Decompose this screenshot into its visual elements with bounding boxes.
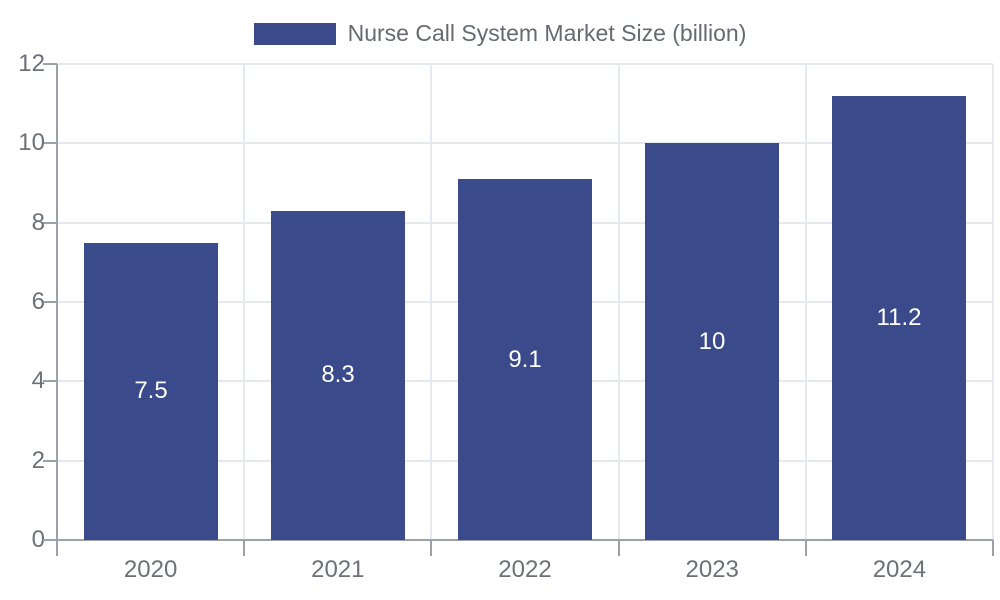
y-axis-tick	[43, 63, 57, 65]
legend-swatch-icon	[253, 22, 336, 45]
bar-2021[interactable]: 8.3	[271, 210, 405, 540]
y-tick-label: 12	[18, 50, 45, 77]
x-axis-tick	[243, 540, 246, 556]
v-gridline	[992, 64, 994, 540]
x-axis-tick	[804, 540, 807, 556]
v-gridline	[243, 64, 246, 540]
bar-2023[interactable]: 10	[645, 143, 779, 540]
y-tick-label: 2	[31, 446, 45, 474]
x-tick-label-2024: 2024	[872, 556, 927, 583]
y-tick-label: 6	[31, 288, 45, 315]
bar-value-label: 11.2	[876, 303, 922, 331]
y-tick-label: 8	[31, 208, 45, 236]
legend-label: Nurse Call System Market Size (billion)	[347, 20, 747, 46]
x-tick-label-2022: 2022	[498, 556, 552, 583]
y-axis-line	[56, 64, 58, 542]
bar-2020[interactable]: 7.5	[84, 242, 218, 540]
x-axis-tick	[992, 540, 994, 556]
x-axis-tick	[56, 540, 58, 556]
y-axis-tick	[43, 221, 57, 224]
v-gridline	[804, 64, 807, 540]
h-gridline	[57, 63, 993, 65]
y-axis-tick	[43, 142, 57, 145]
x-tick-label-2023: 2023	[685, 556, 739, 583]
x-tick-label-2020: 2020	[123, 556, 178, 583]
bar-2024[interactable]: 11.2	[832, 95, 966, 540]
x-tick-label-2021: 2021	[311, 556, 365, 583]
y-axis-tick	[43, 301, 57, 303]
y-axis-tick	[43, 459, 57, 462]
bar-value-label: 10	[698, 327, 726, 355]
x-axis-tick	[430, 540, 433, 556]
v-gridline	[430, 64, 433, 540]
bar-value-label: 8.3	[321, 361, 355, 389]
v-gridline	[617, 64, 620, 540]
y-tick-label: 10	[18, 129, 45, 157]
x-axis-tick	[617, 540, 620, 556]
bar-2022[interactable]: 9.1	[458, 179, 592, 540]
y-tick-label: 4	[31, 367, 45, 395]
bar-value-label: 7.5	[134, 377, 168, 405]
h-gridline	[57, 142, 993, 145]
y-axis-tick	[43, 380, 57, 383]
bar-value-label: 9.1	[508, 345, 542, 373]
x-axis-line	[43, 539, 993, 541]
y-tick-label: 0	[31, 526, 45, 553]
chart-legend[interactable]: Nurse Call System Market Size (billion)	[0, 20, 1000, 47]
